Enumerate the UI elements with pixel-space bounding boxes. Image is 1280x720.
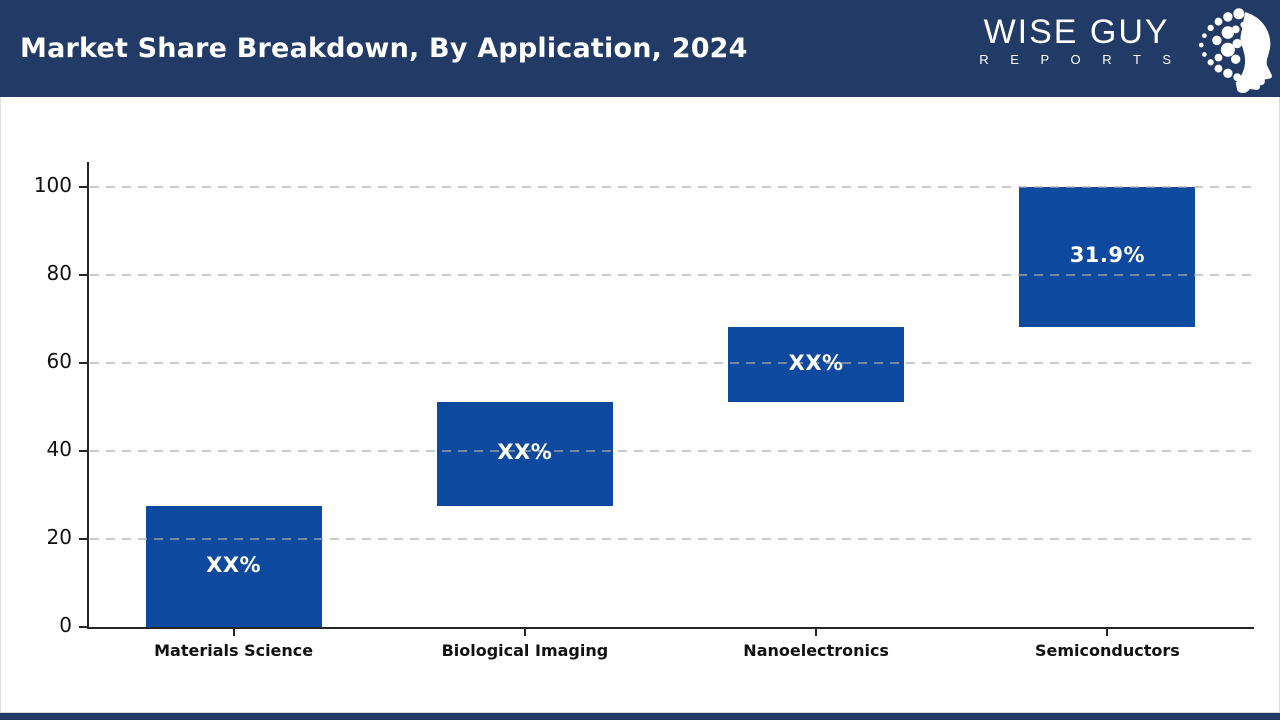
x-tick-mark — [1106, 629, 1109, 636]
bar-semiconductors — [1019, 187, 1196, 328]
footer-band — [0, 713, 1280, 720]
page-title: Market Share Breakdown, By Application, … — [20, 33, 748, 64]
bar-value-label: XX% — [497, 439, 553, 464]
x-category-label: Nanoelectronics — [743, 641, 889, 660]
y-tick-mark — [79, 538, 88, 540]
y-tick-label: 100 — [33, 173, 72, 197]
brand-logo-text: WISE GUY — [983, 13, 1170, 51]
gridline — [90, 186, 1253, 188]
gridline — [90, 538, 1253, 540]
y-tick-mark — [79, 362, 88, 364]
bar-nanoelectronics — [728, 327, 905, 402]
header-band: Market Share Breakdown, By Application, … — [0, 0, 1280, 97]
brand-logo-subtext: R E P O R T S — [979, 52, 1180, 68]
y-tick-mark — [79, 626, 88, 628]
bar-value-label: 31.9% — [1069, 243, 1146, 268]
x-category-label: Materials Science — [154, 641, 314, 660]
y-axis-line — [87, 162, 89, 629]
bar-value-label: XX% — [788, 350, 844, 375]
y-tick-mark — [79, 186, 88, 188]
gridline — [90, 362, 1253, 364]
y-tick-label: 60 — [46, 349, 72, 373]
dotted-head-icon — [1198, 8, 1272, 94]
gridline — [90, 274, 1253, 276]
bar-value-label: XX% — [206, 552, 262, 577]
bar-materials-science — [145, 506, 322, 627]
brand-logo: WISE GUY R E P O R T S — [973, 13, 1180, 68]
x-tick-mark — [523, 629, 526, 636]
x-category-label: Biological Imaging — [441, 641, 609, 660]
y-tick-label: 80 — [46, 261, 72, 285]
x-category-label: Semiconductors — [1034, 641, 1180, 660]
frame-bottom-hairline — [0, 712, 1280, 713]
y-tick-label: 0 — [59, 613, 72, 637]
y-tick-label: 40 — [46, 437, 72, 461]
x-axis-line — [87, 627, 1254, 629]
x-tick-mark — [815, 629, 818, 636]
y-tick-mark — [79, 450, 88, 452]
gridline — [90, 450, 1253, 452]
x-tick-mark — [232, 629, 235, 636]
y-tick-mark — [79, 274, 88, 276]
bar-biological-imaging — [436, 401, 613, 506]
y-tick-label: 20 — [46, 525, 72, 549]
